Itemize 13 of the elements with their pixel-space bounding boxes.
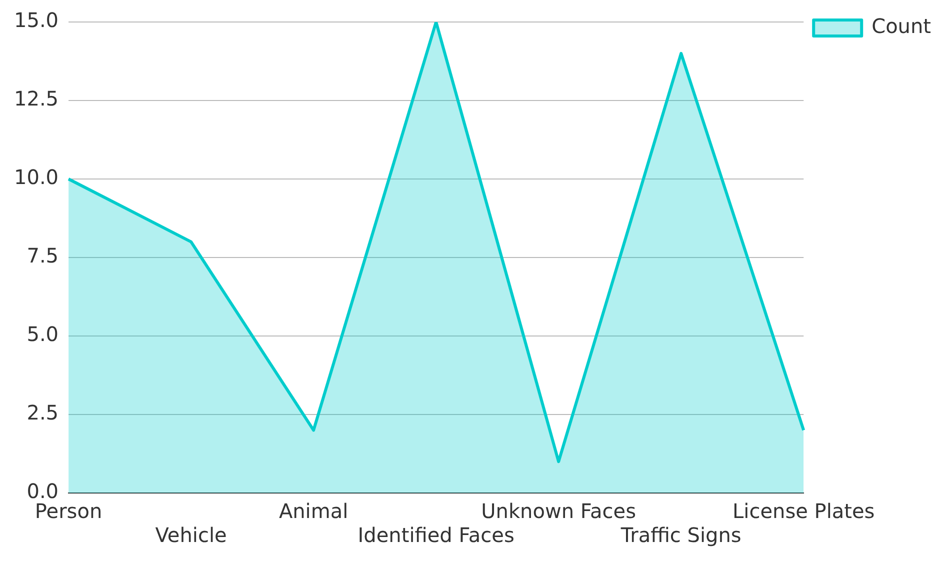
x-tick-label: License Plates — [732, 499, 875, 524]
y-tick-label: 2.5 — [26, 400, 59, 425]
y-tick-label: 15.0 — [14, 8, 59, 32]
y-tick-label: 5.0 — [26, 322, 59, 346]
y-tick-label: 10.0 — [14, 165, 59, 190]
y-tick-label: 7.5 — [26, 244, 59, 268]
x-tick-label: Vehicle — [155, 523, 227, 548]
x-tick-label: Unknown Faces — [481, 499, 636, 524]
legend-label: Count — [872, 14, 932, 38]
x-tick-label: Traffic Signs — [620, 523, 742, 548]
y-tick-label: 12.5 — [14, 86, 59, 111]
x-tick-label: Identified Faces — [358, 523, 514, 548]
x-tick-label: Animal — [278, 499, 348, 524]
